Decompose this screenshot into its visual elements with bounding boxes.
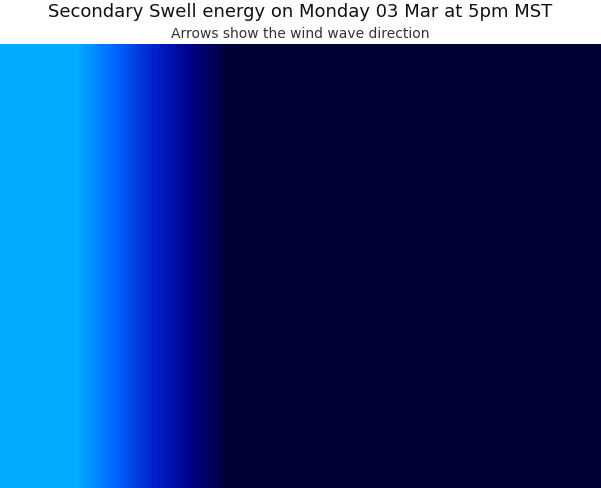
Text: Secondary Swell energy on Monday 03 Mar at 5pm MST: Secondary Swell energy on Monday 03 Mar … bbox=[48, 3, 553, 21]
Text: Arrows show the wind wave direction: Arrows show the wind wave direction bbox=[171, 27, 430, 41]
